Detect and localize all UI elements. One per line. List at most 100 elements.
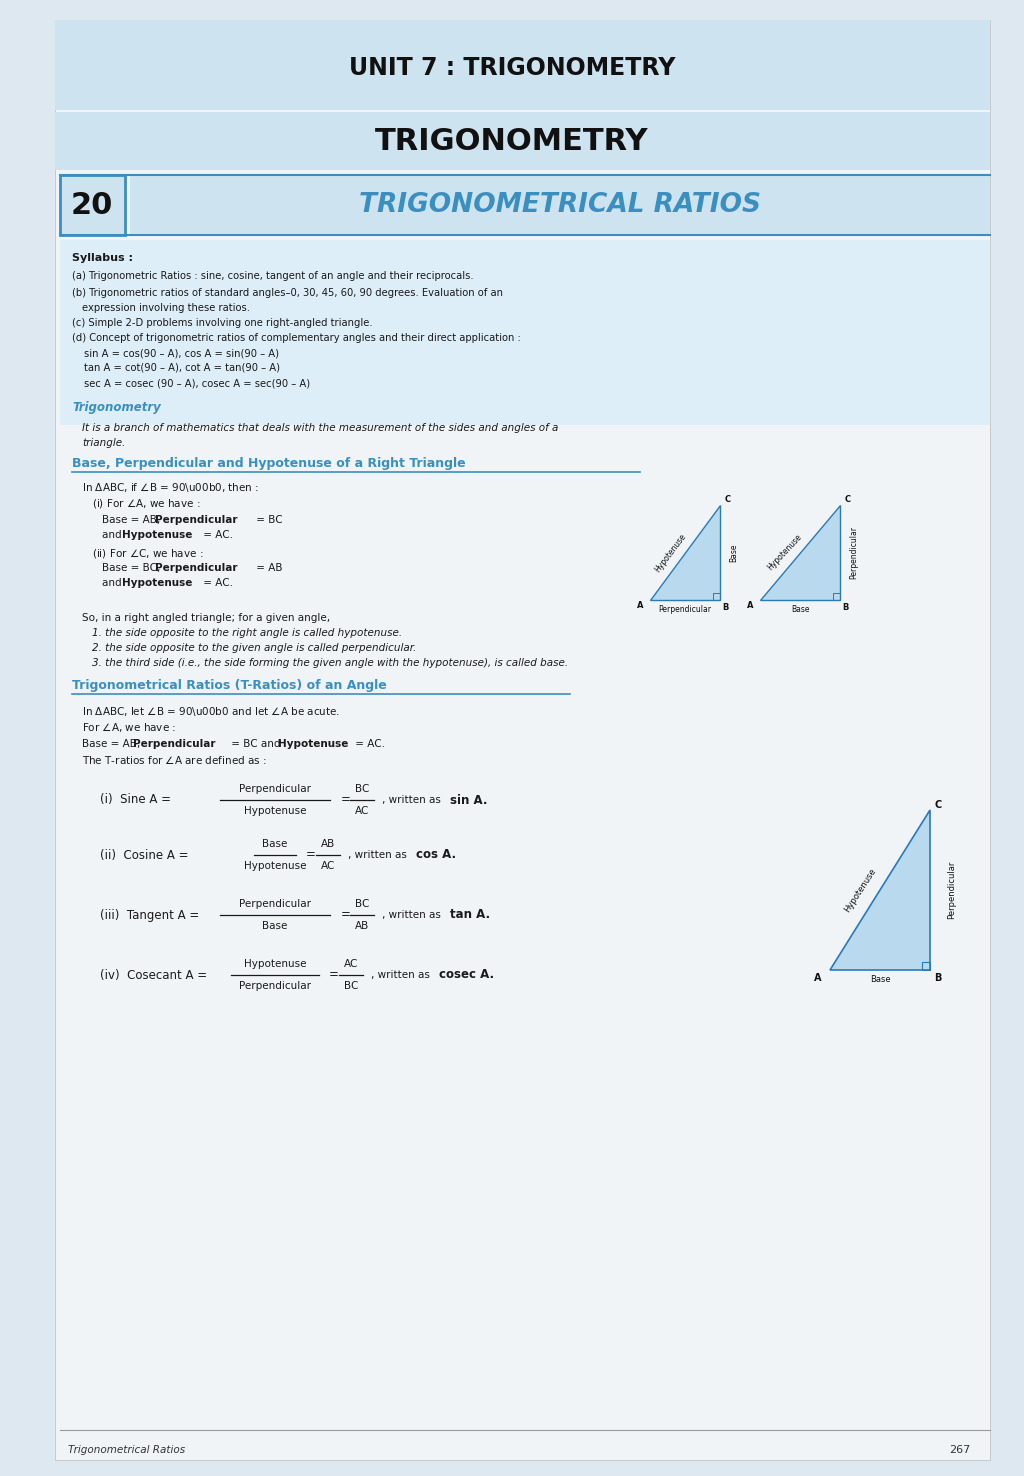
Text: 267: 267	[949, 1445, 970, 1455]
Text: expression involving these ratios.: expression involving these ratios.	[82, 303, 250, 313]
FancyBboxPatch shape	[130, 176, 990, 235]
Text: Base, Perpendicular and Hypotenuse of a Right Triangle: Base, Perpendicular and Hypotenuse of a …	[72, 456, 466, 469]
Text: B: B	[934, 973, 942, 983]
Text: Base = BC,: Base = BC,	[102, 562, 164, 573]
Text: AB: AB	[322, 838, 335, 849]
Text: = AC.: = AC.	[200, 530, 233, 540]
Text: TRIGONOMETRY: TRIGONOMETRY	[375, 127, 649, 155]
Text: cos A.: cos A.	[416, 849, 457, 862]
Text: =: =	[340, 794, 350, 806]
Text: = BC: = BC	[253, 515, 283, 525]
Text: Hypotenuse: Hypotenuse	[122, 579, 193, 587]
Text: (iv)  Cosecant A =: (iv) Cosecant A =	[100, 968, 207, 982]
Text: = AC.: = AC.	[352, 739, 385, 748]
Text: Perpendicular: Perpendicular	[133, 739, 215, 748]
Text: (ii)  Cosine A =: (ii) Cosine A =	[100, 849, 188, 862]
Text: =: =	[340, 909, 350, 921]
Text: Base = AB,: Base = AB,	[82, 739, 143, 748]
Text: (c) Simple 2-D problems involving one right-angled triangle.: (c) Simple 2-D problems involving one ri…	[72, 317, 373, 328]
Text: (ii) For $\angle$C, we have :: (ii) For $\angle$C, we have :	[92, 546, 204, 559]
Text: BC: BC	[344, 982, 358, 990]
Text: A: A	[814, 973, 821, 983]
Text: sin A.: sin A.	[451, 794, 487, 806]
Text: In $\Delta$ABC, let $\angle$B = 90\u00b0 and let $\angle$A be acute.: In $\Delta$ABC, let $\angle$B = 90\u00b0…	[82, 706, 340, 719]
Text: So, in a right angled triangle; for a given angle,: So, in a right angled triangle; for a gi…	[82, 613, 330, 623]
Text: sec A = cosec (90 – A), cosec A = sec(90 – A): sec A = cosec (90 – A), cosec A = sec(90…	[84, 378, 310, 388]
Text: 3. the third side (i.e., the side forming the given angle with the hypotenuse), : 3. the third side (i.e., the side formin…	[92, 658, 568, 669]
Text: Trigonometrical Ratios (T-Ratios) of an Angle: Trigonometrical Ratios (T-Ratios) of an …	[72, 679, 387, 691]
Text: =: =	[329, 968, 339, 982]
Text: Base: Base	[791, 605, 809, 614]
Text: Base: Base	[262, 838, 288, 849]
Text: (b) Trigonometric ratios of standard angles–0, 30, 45, 60, 90 degrees. Evaluatio: (b) Trigonometric ratios of standard ang…	[72, 288, 503, 298]
FancyBboxPatch shape	[55, 112, 990, 170]
Text: Hypotenuse: Hypotenuse	[843, 866, 878, 914]
Text: The T-ratios for $\angle$A are defined as :: The T-ratios for $\angle$A are defined a…	[82, 754, 266, 766]
Text: (iii)  Tangent A =: (iii) Tangent A =	[100, 909, 200, 921]
Text: and: and	[102, 579, 125, 587]
Text: Hypotenuse: Hypotenuse	[122, 530, 193, 540]
Text: 20: 20	[71, 190, 114, 220]
Text: triangle.: triangle.	[82, 438, 125, 449]
Text: B: B	[842, 604, 848, 613]
Text: (i) For $\angle$A, we have :: (i) For $\angle$A, we have :	[92, 496, 201, 509]
Text: For $\angle$A, we have :: For $\angle$A, we have :	[82, 720, 176, 734]
Text: Base: Base	[262, 921, 288, 931]
Text: tan A = cot(90 – A), cot A = tan(90 – A): tan A = cot(90 – A), cot A = tan(90 – A)	[84, 363, 280, 373]
Text: C: C	[845, 496, 851, 505]
Polygon shape	[830, 810, 930, 970]
Text: Perpendicular: Perpendicular	[239, 899, 311, 909]
Text: Base: Base	[729, 543, 738, 562]
Text: = AC.: = AC.	[200, 579, 233, 587]
Text: 2. the side opposite to the given angle is called perpendicular.: 2. the side opposite to the given angle …	[92, 644, 416, 652]
Text: Perpendicular: Perpendicular	[239, 982, 311, 990]
Text: (d) Concept of trigonometric ratios of complementary angles and their direct app: (d) Concept of trigonometric ratios of c…	[72, 334, 521, 342]
FancyBboxPatch shape	[55, 21, 990, 1460]
Text: TRIGONOMETRICAL RATIOS: TRIGONOMETRICAL RATIOS	[359, 192, 761, 218]
Text: Hypotenuse: Hypotenuse	[244, 806, 306, 816]
Text: (a) Trigonometric Ratios : sine, cosine, tangent of an angle and their reciproca: (a) Trigonometric Ratios : sine, cosine,…	[72, 272, 474, 280]
Text: Perpendicular: Perpendicular	[658, 605, 712, 614]
Text: C: C	[934, 800, 942, 810]
Text: A: A	[637, 601, 643, 610]
Text: Perpendicular: Perpendicular	[947, 861, 956, 920]
Text: Perpendicular: Perpendicular	[155, 515, 238, 525]
Text: and: and	[102, 530, 125, 540]
Text: = AB: = AB	[253, 562, 283, 573]
Text: Perpendicular: Perpendicular	[850, 525, 858, 579]
Text: In $\Delta$ABC, if $\angle$B = 90\u00b0, then :: In $\Delta$ABC, if $\angle$B = 90\u00b0,…	[82, 481, 259, 494]
Text: , written as: , written as	[382, 796, 441, 804]
Text: , written as: , written as	[371, 970, 430, 980]
Polygon shape	[760, 505, 840, 601]
Text: sin A = cos(90 – A), cos A = sin(90 – A): sin A = cos(90 – A), cos A = sin(90 – A)	[84, 348, 279, 359]
Text: Base: Base	[869, 976, 890, 984]
FancyBboxPatch shape	[60, 241, 990, 425]
Text: Base = AB,: Base = AB,	[102, 515, 164, 525]
Polygon shape	[650, 505, 720, 601]
Text: Hypotenuse: Hypotenuse	[766, 533, 804, 573]
Text: AC: AC	[321, 861, 336, 871]
Text: B: B	[722, 604, 728, 613]
Text: BC: BC	[355, 899, 370, 909]
Text: Perpendicular: Perpendicular	[239, 784, 311, 794]
Text: , written as: , written as	[348, 850, 408, 861]
Text: Hypotenuse: Hypotenuse	[244, 861, 306, 871]
Text: AC: AC	[355, 806, 370, 816]
Text: Hypotenuse: Hypotenuse	[278, 739, 348, 748]
Text: 1. the side opposite to the right angle is called hypotenuse.: 1. the side opposite to the right angle …	[92, 627, 402, 638]
Text: It is a branch of mathematics that deals with the measurement of the sides and a: It is a branch of mathematics that deals…	[82, 424, 558, 432]
Text: Perpendicular: Perpendicular	[155, 562, 238, 573]
Text: cosec A.: cosec A.	[439, 968, 495, 982]
Text: Syllabus :: Syllabus :	[72, 252, 133, 263]
Text: Hypotenuse: Hypotenuse	[244, 959, 306, 970]
Text: =: =	[306, 849, 316, 862]
Text: , written as: , written as	[382, 911, 441, 920]
FancyBboxPatch shape	[55, 21, 990, 111]
FancyBboxPatch shape	[60, 176, 125, 235]
Text: = BC and: = BC and	[228, 739, 284, 748]
Text: Trigonometry: Trigonometry	[72, 401, 161, 415]
Text: C: C	[725, 496, 731, 505]
Text: A: A	[746, 601, 754, 610]
Text: AB: AB	[355, 921, 370, 931]
Text: UNIT 7 : TRIGONOMETRY: UNIT 7 : TRIGONOMETRY	[349, 56, 675, 80]
